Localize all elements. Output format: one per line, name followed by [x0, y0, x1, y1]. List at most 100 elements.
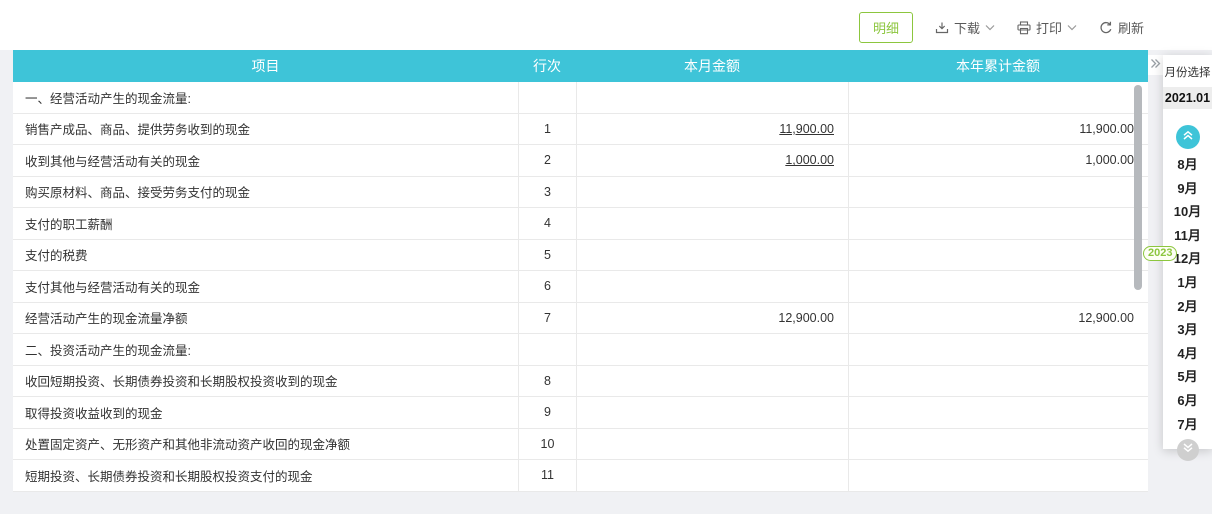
row-label: 短期投资、长期债券投资和长期股权投资支付的现金 [25, 469, 313, 484]
row-year-amount [848, 271, 1148, 302]
cash-flow-table: 项目 行次 本月金额 本年累计金额 一、经营活动产生的现金流量: 销售产成品、商… [13, 50, 1148, 492]
refresh-icon [1099, 21, 1113, 35]
double-chevron-up-icon [1182, 128, 1194, 146]
row-month-amount [576, 365, 848, 396]
selected-period: 2021.01 [1163, 87, 1212, 109]
table-row: 购买原材料、商品、接受劳务支付的现金 3 [13, 176, 1148, 208]
table-row: 经营活动产生的现金流量净额 7 12,900.00 12,900.00 [13, 302, 1148, 334]
row-line-no: 5 [518, 239, 576, 270]
row-line-no [518, 82, 576, 113]
table-scrollbar[interactable] [1134, 85, 1142, 290]
year-badge: 2023 [1143, 246, 1178, 261]
column-header-line-no: 行次 [533, 58, 561, 74]
row-year-amount [848, 82, 1148, 113]
column-header-item: 项目 [251, 58, 280, 74]
row-month-amount [576, 208, 848, 239]
row-month-amount-link[interactable]: 1,000.00 [785, 153, 834, 168]
row-month-amount [576, 460, 848, 491]
row-year-amount [848, 334, 1148, 365]
row-year-amount [848, 460, 1148, 491]
row-line-no: 9 [518, 397, 576, 428]
table-row: 收到其他与经营活动有关的现金 2 1,000.00 1,000.00 [13, 145, 1148, 177]
table-row: 二、投资活动产生的现金流量: [13, 334, 1148, 366]
month-picker-title: 月份选择 [1164, 67, 1211, 79]
month-item[interactable]: 5月 [1177, 369, 1198, 385]
double-chevron-right-icon [1150, 56, 1161, 74]
row-line-no: 7 [518, 302, 576, 333]
row-year-amount [848, 428, 1148, 459]
row-year-amount: 12,900.00 [848, 302, 1148, 333]
row-month-amount [576, 334, 848, 365]
download-button[interactable]: 下载 [935, 18, 995, 37]
toolbar: 明细 下载 打印 刷新 [0, 0, 1212, 50]
row-year-amount [848, 365, 1148, 396]
row-year-amount [848, 239, 1148, 270]
row-year-amount: 1,000.00 [848, 145, 1148, 176]
table-header-row: 项目 行次 本月金额 本年累计金额 [13, 50, 1148, 82]
detail-button[interactable]: 明细 [858, 12, 913, 43]
month-item[interactable]: 1月 [1177, 274, 1198, 290]
row-line-no [518, 334, 576, 365]
row-line-no: 8 [518, 365, 576, 396]
table-row: 短期投资、长期债券投资和长期股权投资支付的现金 11 [13, 460, 1148, 492]
table-row: 支付的职工薪酬 4 [13, 208, 1148, 240]
toolbar-actions: 明细 下载 打印 刷新 [858, 12, 1144, 43]
table-row: 取得投资收益收到的现金 9 [13, 397, 1148, 429]
row-year-amount: 11,900.00 [848, 113, 1148, 144]
month-item[interactable]: 3月 [1177, 322, 1198, 338]
row-month-amount [576, 428, 848, 459]
row-label: 支付其他与经营活动有关的现金 [25, 280, 201, 295]
row-label: 一、经营活动产生的现金流量: [25, 91, 191, 106]
row-year-amount [848, 176, 1148, 207]
month-item[interactable]: 4月 [1177, 345, 1198, 361]
month-item[interactable]: 12月 [1173, 251, 1202, 267]
row-label: 经营活动产生的现金流量净额 [25, 312, 188, 327]
table-row: 收回短期投资、长期债券投资和长期股权投资收到的现金 8 [13, 365, 1148, 397]
row-month-amount [576, 239, 848, 270]
row-line-no: 2 [518, 145, 576, 176]
month-item[interactable]: 6月 [1177, 392, 1198, 408]
table-row: 销售产成品、商品、提供劳务收到的现金 1 11,900.00 11,900.00 [13, 113, 1148, 145]
month-item[interactable]: 7月 [1177, 416, 1198, 432]
table-row: 处置固定资产、无形资产和其他非流动资产收回的现金净额 10 [13, 428, 1148, 460]
table-row: 支付其他与经营活动有关的现金 6 [13, 271, 1148, 303]
print-label: 打印 [1035, 21, 1062, 36]
refresh-button[interactable]: 刷新 [1099, 18, 1144, 37]
printer-icon [1017, 20, 1031, 35]
refresh-label: 刷新 [1117, 21, 1144, 36]
column-header-year-amount: 本年累计金额 [956, 58, 1040, 74]
row-month-amount [576, 397, 848, 428]
double-chevron-down-icon [1182, 441, 1194, 459]
sidebar-collapse-button[interactable] [1148, 55, 1163, 75]
month-item[interactable]: 2月 [1177, 298, 1198, 314]
month-item[interactable]: 9月 [1177, 180, 1198, 196]
row-year-amount [848, 397, 1148, 428]
row-month-amount [576, 82, 848, 113]
row-label: 销售产成品、商品、提供劳务收到的现金 [25, 123, 251, 138]
row-year-amount [848, 208, 1148, 239]
print-button[interactable]: 打印 [1017, 18, 1077, 37]
row-month-amount [576, 176, 848, 207]
chevron-down-icon [1067, 24, 1077, 31]
row-label: 处置固定资产、无形资产和其他非流动资产收回的现金净额 [25, 438, 351, 453]
row-line-no: 3 [518, 176, 576, 207]
month-item[interactable]: 8月 [1177, 157, 1198, 172]
scroll-months-up-button[interactable] [1175, 125, 1200, 149]
row-month-amount-link[interactable]: 11,900.00 [779, 121, 834, 136]
row-line-no: 1 [518, 113, 576, 144]
month-item[interactable]: 11月 [1174, 227, 1201, 243]
row-label: 二、投资活动产生的现金流量: [25, 343, 191, 358]
download-icon [935, 21, 949, 35]
download-label: 下载 [953, 21, 980, 36]
row-label: 支付的税费 [25, 249, 88, 264]
row-label: 收回短期投资、长期债券投资和长期股权投资收到的现金 [25, 375, 338, 390]
row-label: 支付的职工薪酬 [25, 217, 113, 232]
row-line-no: 4 [518, 208, 576, 239]
row-label: 取得投资收益收到的现金 [25, 406, 163, 421]
row-month-amount [576, 271, 848, 302]
month-item[interactable]: 10月 [1173, 204, 1202, 220]
row-month-amount: 12,900.00 [576, 302, 848, 333]
row-label: 收到其他与经营活动有关的现金 [25, 154, 201, 169]
table-row: 支付的税费 5 [13, 239, 1148, 271]
scroll-months-down-button[interactable] [1176, 439, 1199, 462]
